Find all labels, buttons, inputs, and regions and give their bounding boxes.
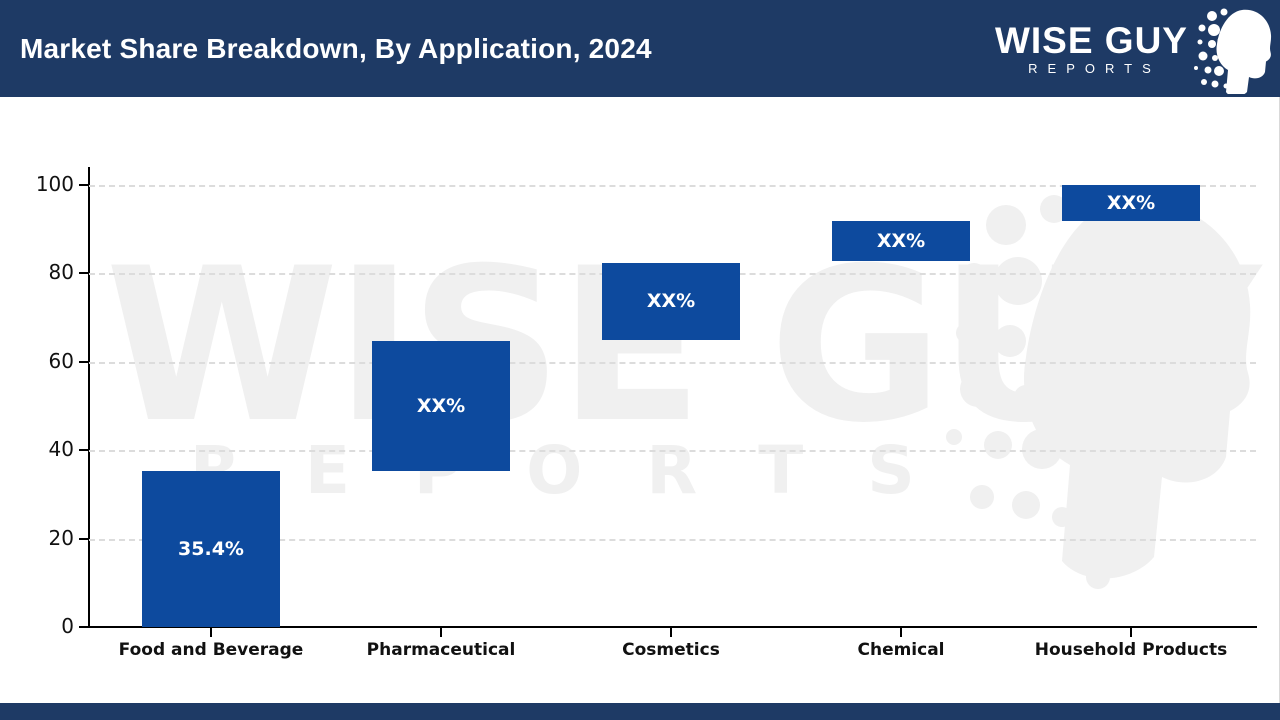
watermark-head-icon — [946, 195, 1251, 589]
x-tick-label-food-and-beverage: Food and Beverage — [118, 640, 304, 660]
y-axis-line — [88, 167, 90, 628]
bar-value-label: XX% — [416, 394, 466, 417]
x-tick-label-chemical: Chemical — [857, 640, 945, 660]
x-tick-food-and-beverage — [210, 628, 212, 637]
gridline-60 — [89, 361, 1256, 364]
brand-name: WISE GUY — [994, 19, 1188, 61]
x-tick-label-cosmetics: Cosmetics — [622, 640, 720, 660]
y-tick-0 — [79, 626, 88, 628]
gridline-20 — [89, 538, 1256, 541]
x-tick-cosmetics — [670, 628, 672, 637]
x-tick-label-household-products: Household Products — [1034, 640, 1228, 660]
bar-chemical: XX% — [832, 220, 970, 262]
y-tick-80 — [79, 272, 88, 275]
y-tick-20 — [79, 537, 88, 540]
x-tick-pharmaceutical — [440, 628, 442, 637]
bar-food-and-beverage: 35.4% — [142, 470, 280, 627]
y-tick-60 — [79, 360, 88, 363]
footer-bar — [0, 703, 1280, 720]
brand-head-icon — [1194, 8, 1272, 94]
bar-cosmetics: XX% — [602, 262, 740, 341]
bar-value-label: XX% — [1106, 191, 1156, 214]
y-tick-100 — [79, 184, 88, 186]
chart-title: Market Share Breakdown, By Application, … — [20, 32, 652, 64]
brand-subtitle: REPORTS — [1028, 60, 1161, 76]
header-bar: Market Share Breakdown, By Application, … — [0, 0, 1280, 97]
bar-value-label: XX% — [646, 290, 696, 313]
waterfall-chart: 0 20 40 60 80 100 35.4% Food and Beverage XX% Pha… — [0, 97, 1280, 703]
y-tick-label-80: 80 — [48, 260, 74, 285]
gridline-100 — [89, 185, 1256, 187]
y-tick-label-20: 20 — [48, 525, 74, 550]
x-tick-label-pharmaceutical: Pharmaceutical — [366, 640, 516, 660]
gridline-40 — [89, 450, 1256, 453]
bar-value-label: XX% — [876, 229, 926, 252]
x-axis-line — [87, 626, 1257, 628]
y-tick-label-40: 40 — [48, 437, 74, 462]
x-tick-household-products — [1130, 628, 1132, 637]
brand-logo: WISE GUY REPORTS — [995, 4, 1280, 94]
x-tick-chemical — [900, 628, 902, 637]
bar-value-label: 35.4% — [178, 537, 244, 560]
y-tick-label-0: 0 — [61, 614, 74, 638]
y-tick-label-100: 100 — [35, 172, 74, 196]
y-tick-label-60: 60 — [48, 348, 74, 373]
bar-pharmaceutical: XX% — [372, 341, 510, 471]
watermark-subtext: REPORTS — [190, 432, 979, 509]
y-tick-40 — [79, 449, 88, 452]
bar-household-products: XX% — [1062, 185, 1200, 221]
